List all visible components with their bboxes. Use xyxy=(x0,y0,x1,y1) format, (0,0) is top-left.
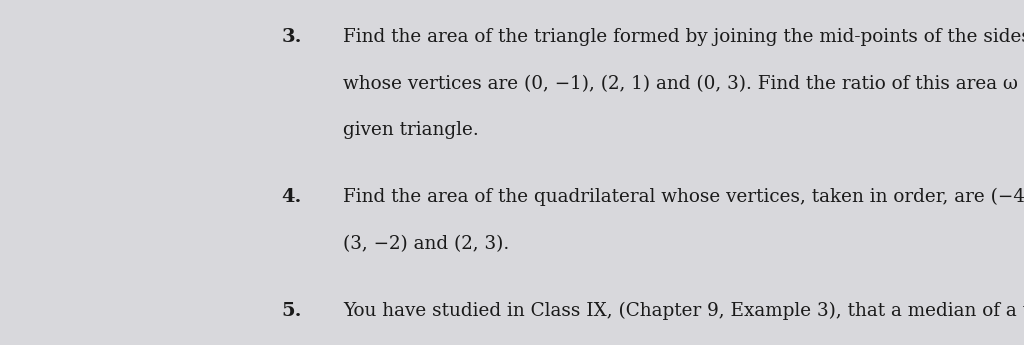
Text: 3.: 3. xyxy=(282,28,302,46)
Text: You have studied in Class IX, (Chapter 9, Example 3), that a median of a triangl: You have studied in Class IX, (Chapter 9… xyxy=(343,302,1024,320)
Text: whose vertices are (0, −1), (2, 1) and (0, 3). Find the ratio of this area ω the: whose vertices are (0, −1), (2, 1) and (… xyxy=(343,74,1024,92)
Text: given triangle.: given triangle. xyxy=(343,121,479,139)
Text: Find the area of the quadrilateral whose vertices, taken in order, are (−4, −2),: Find the area of the quadrilateral whose… xyxy=(343,188,1024,206)
Text: 5.: 5. xyxy=(282,302,302,320)
Text: Find the area of the triangle formed by joining the mid-points of the sides of t: Find the area of the triangle formed by … xyxy=(343,28,1024,46)
Text: (3, −2) and (2, 3).: (3, −2) and (2, 3). xyxy=(343,235,509,253)
Text: 4.: 4. xyxy=(282,188,302,206)
